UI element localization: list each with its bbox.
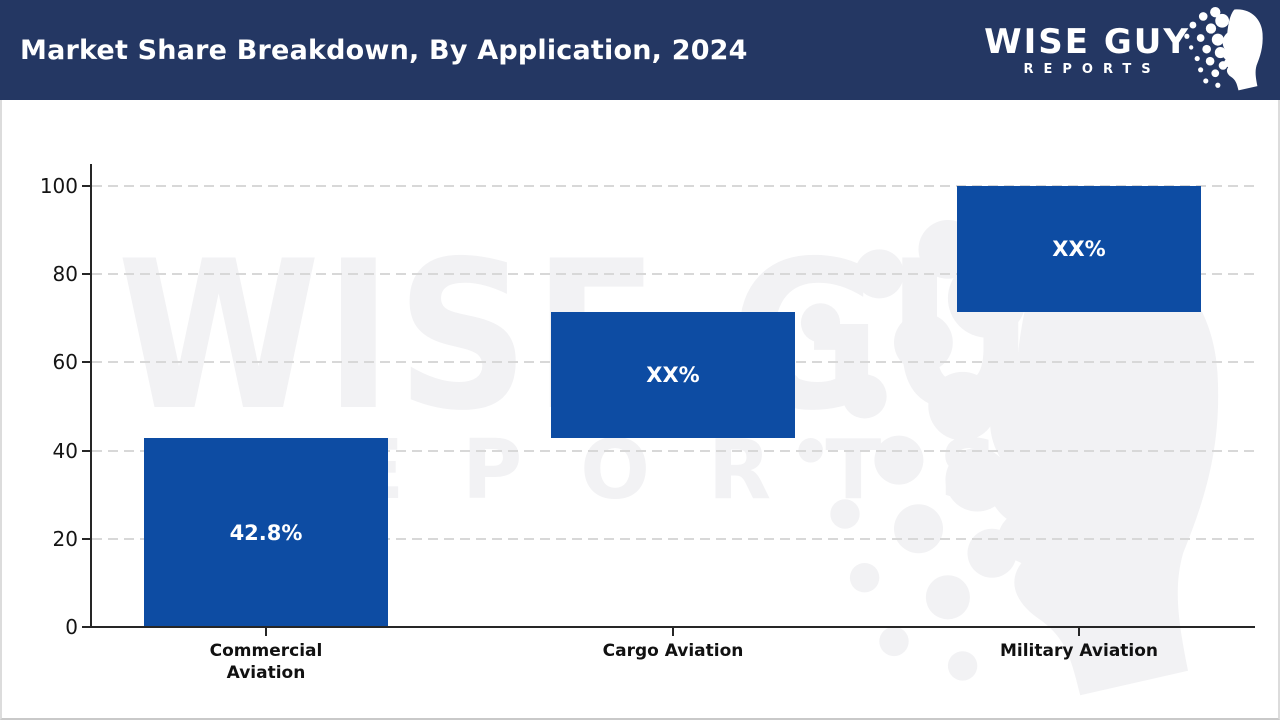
bar-value-label: XX% [646,363,700,388]
y-tick-mark-0 [82,626,90,628]
wiseguy-logo: WISE GUY REPORTS [984,7,1266,93]
x-category-label-2: Military Aviation [999,641,1159,661]
x-tick-mark-1 [672,628,674,636]
gridline-100 [92,185,1255,187]
y-tick-label-80: 80 [52,262,78,287]
chart-canvas: WISE GUY REPORTS 0 20 40 60 80 100 42.8% XX% [0,100,1280,720]
y-axis-spine [90,163,92,628]
gridline-20 [92,537,1255,540]
x-tick-mark-2 [1078,628,1080,636]
x-category-label-0: Commercial Aviation [209,641,323,683]
logo-wordmark: WISE GUY [984,21,1190,62]
logo-subtitle: REPORTS [1023,61,1161,77]
page-title: Market Share Breakdown, By Application, … [20,34,748,66]
y-tick-label-20: 20 [52,526,78,551]
bar-value-label: 42.8% [229,520,303,545]
x-category-label-1: Cargo Aviation [602,641,744,661]
y-tick-label-0: 0 [65,615,78,639]
x-tick-mark-0 [265,628,267,636]
y-tick-mark-20 [82,537,90,540]
wiseguy-face-icon [1184,7,1263,91]
wiseguy-logo-text: WISE GUY REPORTS [984,24,1190,77]
y-tick-mark-40 [82,449,90,452]
y-tick-label-40: 40 [52,438,78,463]
gridline-40 [92,449,1255,452]
gridline-80 [92,273,1255,276]
bar-military-aviation: XX% [957,186,1201,313]
y-tick-mark-80 [82,273,90,276]
bar-value-label: XX% [1052,237,1106,262]
y-tick-mark-100 [82,185,90,187]
x-axis-spine [89,626,1255,628]
y-tick-mark-60 [82,361,90,364]
header-bar: Market Share Breakdown, By Application, … [0,0,1280,100]
bar-commercial-aviation: 42.8% [144,438,388,627]
y-tick-label-60: 60 [52,350,78,375]
y-tick-label-100: 100 [39,174,78,198]
bar-cargo-aviation: XX% [551,312,795,439]
